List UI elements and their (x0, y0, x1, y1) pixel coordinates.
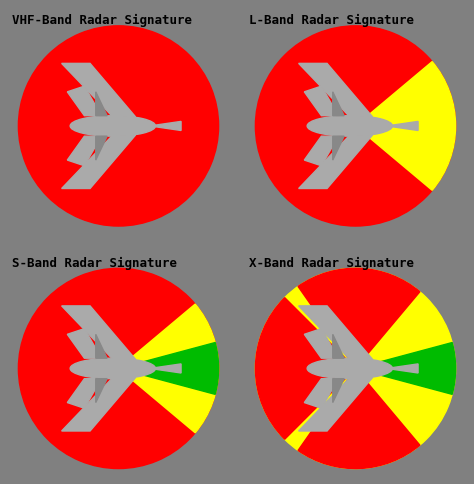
Wedge shape (356, 62, 456, 191)
Polygon shape (67, 87, 101, 117)
Polygon shape (387, 122, 418, 131)
Polygon shape (387, 364, 418, 373)
Wedge shape (255, 298, 356, 439)
Polygon shape (96, 334, 107, 359)
Polygon shape (62, 64, 136, 118)
Wedge shape (118, 304, 219, 433)
Wedge shape (18, 269, 219, 469)
Text: S-Band Radar Signature: S-Band Radar Signature (11, 257, 177, 269)
Polygon shape (304, 379, 338, 408)
Wedge shape (298, 269, 420, 369)
Text: X-Band Radar Signature: X-Band Radar Signature (248, 257, 414, 269)
Polygon shape (67, 379, 101, 408)
Polygon shape (304, 137, 338, 166)
Ellipse shape (70, 359, 155, 379)
Polygon shape (62, 378, 136, 431)
Polygon shape (62, 306, 136, 360)
Wedge shape (118, 343, 219, 394)
Ellipse shape (70, 117, 155, 137)
Polygon shape (333, 379, 344, 403)
Polygon shape (304, 87, 338, 117)
Polygon shape (62, 136, 136, 189)
Polygon shape (333, 334, 344, 359)
Polygon shape (150, 364, 181, 373)
Polygon shape (299, 378, 373, 431)
Text: L-Band Radar Signature: L-Band Radar Signature (248, 15, 414, 27)
Polygon shape (333, 137, 344, 161)
Polygon shape (67, 329, 101, 359)
Polygon shape (96, 92, 107, 117)
Ellipse shape (307, 359, 392, 379)
Wedge shape (255, 27, 456, 227)
Polygon shape (299, 64, 373, 118)
Polygon shape (67, 137, 101, 166)
Polygon shape (304, 329, 338, 359)
Text: VHF-Band Radar Signature: VHF-Band Radar Signature (11, 15, 191, 27)
Polygon shape (96, 137, 107, 161)
Wedge shape (298, 369, 420, 469)
Polygon shape (96, 379, 107, 403)
Polygon shape (150, 122, 181, 131)
Ellipse shape (307, 117, 392, 137)
Wedge shape (255, 269, 456, 469)
Polygon shape (333, 92, 344, 117)
Polygon shape (299, 306, 373, 360)
Wedge shape (18, 27, 219, 227)
Wedge shape (356, 343, 456, 394)
Polygon shape (299, 136, 373, 189)
